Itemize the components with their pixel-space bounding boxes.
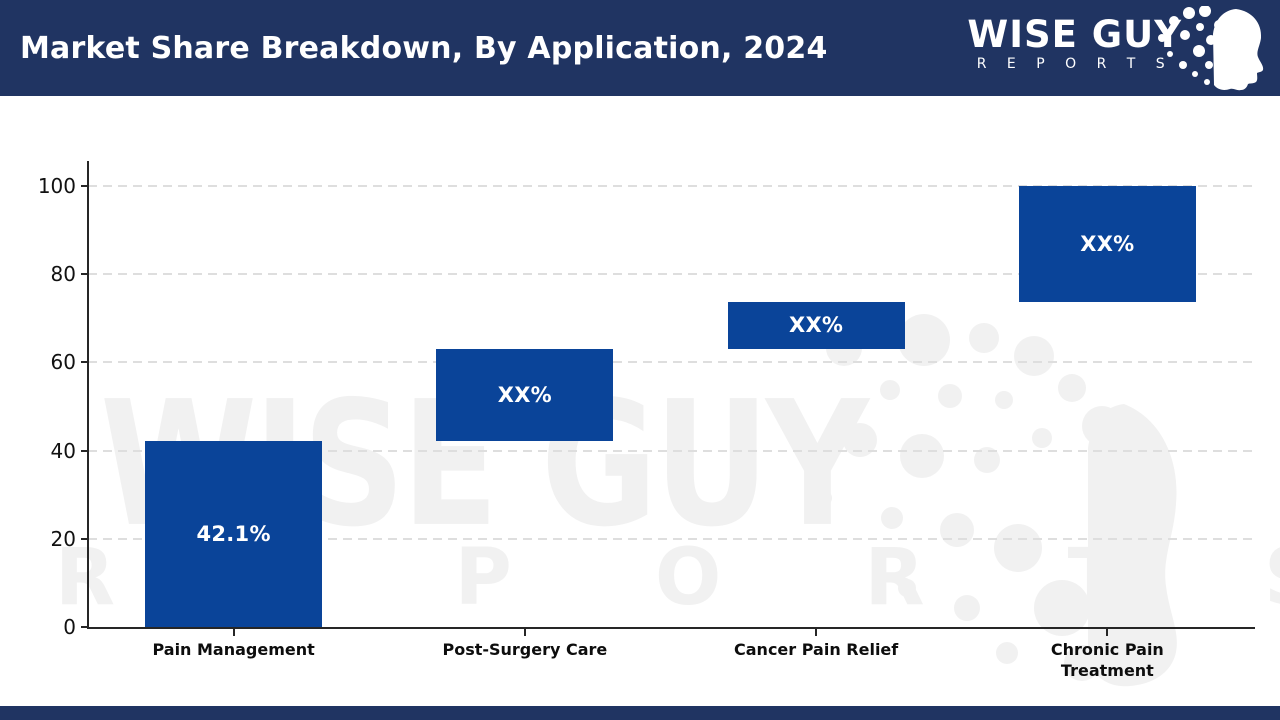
bar-pain-management: 42.1% [145, 441, 323, 627]
bar-value-label: XX% [1080, 231, 1135, 256]
category-label-post-surgery-care: Post-Surgery Care [442, 640, 608, 659]
y-axis-tick [81, 273, 88, 276]
y-axis-tick-label: 80 [50, 262, 76, 287]
y-axis-tick [81, 185, 88, 187]
gridline-y-40 [88, 449, 1253, 452]
logo-wordmark-text: WISE GUY [967, 13, 1182, 56]
x-axis-tick [815, 629, 818, 636]
x-axis-tick [523, 629, 526, 636]
logo-wordmark: WISE GUY R E P O R T S [967, 13, 1182, 72]
y-axis-tick [81, 626, 88, 628]
y-axis-tick-label: 40 [50, 438, 76, 463]
bar-value-label: XX% [788, 313, 844, 338]
category-label-chronic-pain-treatment: Chronic Pain Treatment [1050, 640, 1164, 680]
bar-post-surgery-care: XX% [436, 348, 614, 442]
gridline-y-100 [88, 185, 1253, 187]
y-axis-tick [81, 449, 88, 452]
bar-value-label: XX% [497, 383, 553, 408]
wiseguy-logo: WISE GUY R E P O R T S [967, 4, 1268, 92]
page-title: Market Share Breakdown, By Application, … [20, 30, 828, 66]
footer-bar [0, 706, 1280, 720]
logo-face-icon [1158, 6, 1264, 91]
bar-chronic-pain-treatment: XX% [1018, 186, 1196, 302]
category-label-pain-management: Pain Management [152, 640, 315, 659]
bar-value-label: 42.1% [196, 522, 271, 547]
y-axis-tick-label: 100 [37, 174, 76, 198]
y-axis-tick [81, 361, 88, 364]
y-axis-tick-label: 60 [50, 350, 76, 375]
gridline-y-80 [88, 273, 1253, 276]
y-axis-tick-label: 0 [63, 615, 76, 639]
x-axis-tick [1106, 629, 1109, 636]
x-axis-line [87, 627, 1255, 629]
y-axis-spine [87, 161, 89, 629]
watermark-head-dots [793, 314, 1177, 687]
gridline-y-60 [88, 361, 1253, 364]
bar-cancer-pain-relief: XX% [727, 301, 905, 349]
category-label-cancer-pain-relief: Cancer Pain Relief [734, 640, 899, 659]
logo-reports-text: R E P O R T S [976, 55, 1173, 72]
header-bar: Market Share Breakdown, By Application, … [0, 0, 1280, 96]
y-axis-tick [81, 537, 88, 540]
x-axis-tick [232, 629, 235, 636]
y-axis-tick-label: 20 [50, 526, 76, 551]
gridline-y-20 [88, 537, 1253, 540]
